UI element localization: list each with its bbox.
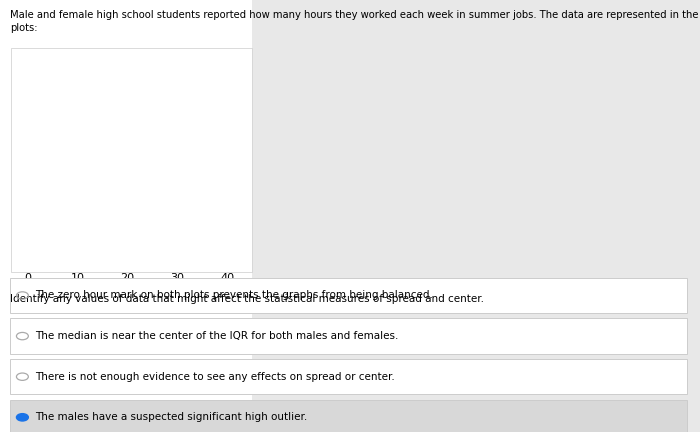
Text: Male and female high school students reported how many hours they worked each we: Male and female high school students rep… bbox=[10, 10, 700, 33]
Text: Females: Females bbox=[31, 156, 85, 169]
Text: There is not enough evidence to see any effects on spread or center.: There is not enough evidence to see any … bbox=[35, 372, 395, 382]
Text: Males: Males bbox=[31, 85, 69, 98]
Text: The males have a suspected significant high outlier.: The males have a suspected significant h… bbox=[35, 412, 307, 422]
FancyBboxPatch shape bbox=[48, 176, 88, 213]
FancyBboxPatch shape bbox=[53, 105, 103, 142]
Text: The zero hour mark on both plots prevents the graphs from being balanced.: The zero hour mark on both plots prevent… bbox=[35, 290, 433, 301]
Text: Identify any values of data that might affect the statistical measures of spread: Identify any values of data that might a… bbox=[10, 294, 484, 304]
Text: The median is near the center of the IQR for both males and females.: The median is near the center of the IQR… bbox=[35, 331, 398, 341]
